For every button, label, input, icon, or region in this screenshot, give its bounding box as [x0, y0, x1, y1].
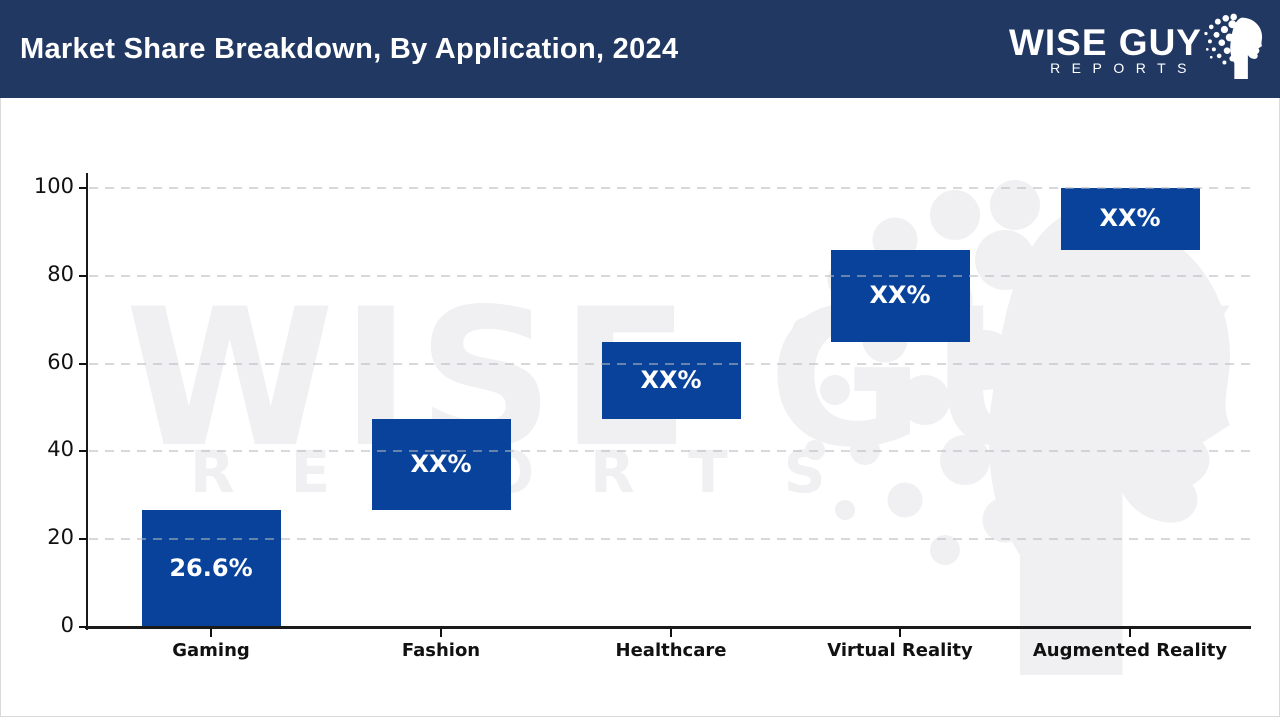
x-axis-line — [85, 626, 1251, 629]
category-label-augmented-reality: Augmented Reality — [1032, 640, 1228, 661]
gridline-20 — [89, 538, 1256, 541]
category-label-virtual-reality: Virtual Reality — [827, 640, 973, 661]
x-tick-mark — [670, 629, 672, 637]
category-label-healthcare: Healthcare — [615, 640, 727, 661]
bar-value-label-augmented-reality: XX% — [1099, 204, 1161, 233]
bar-virtual-reality — [830, 250, 970, 342]
y-tick-label: 80 — [47, 261, 74, 286]
logo-subtext: REPORTS — [1050, 60, 1198, 76]
y-tick-mark — [79, 626, 87, 628]
y-tick-mark — [79, 274, 87, 277]
brand-logo: WISE GUY REPORTS — [1008, 0, 1270, 98]
y-tick-mark — [79, 450, 87, 453]
x-tick-mark — [210, 629, 212, 637]
y-axis-spine — [86, 173, 88, 630]
gridline-40 — [89, 450, 1256, 453]
y-tick-label: 100 — [33, 174, 74, 198]
x-tick-mark — [899, 629, 901, 637]
category-label-gaming: Gaming — [172, 640, 250, 661]
gridline-80 — [89, 274, 1256, 277]
y-tick-mark — [79, 538, 87, 541]
bar-value-label-gaming: 26.6% — [169, 553, 253, 582]
y-tick-label: 60 — [47, 349, 74, 374]
x-tick-mark — [440, 629, 442, 637]
header: Market Share Breakdown, By Application, … — [0, 0, 1280, 98]
bar-gaming — [141, 510, 281, 627]
bar-augmented-reality — [1060, 188, 1200, 251]
bar-value-label-healthcare: XX% — [640, 365, 702, 394]
page-title: Market Share Breakdown, By Application, … — [20, 32, 679, 65]
gridline-60 — [89, 362, 1256, 365]
y-tick-label: 20 — [47, 525, 74, 550]
y-tick-label: 0 — [60, 613, 74, 637]
chart-plot-area: 0 20 40 60 80 100 26.6% Gaming XX% Fashion XX% Heal… — [0, 98, 1280, 720]
logo-head-icon — [1204, 13, 1263, 80]
bar-value-label-fashion: XX% — [410, 449, 472, 478]
x-tick-mark — [1129, 629, 1131, 637]
y-tick-label: 40 — [47, 437, 74, 462]
y-tick-mark — [79, 362, 87, 365]
gridline-100 — [89, 187, 1256, 189]
bar-healthcare — [601, 341, 741, 420]
y-tick-mark — [79, 187, 87, 189]
bar-value-label-virtual-reality: XX% — [869, 280, 931, 309]
bar-fashion — [371, 419, 511, 511]
category-label-fashion: Fashion — [401, 640, 481, 661]
logo-wordmark: WISE GUY — [1008, 22, 1202, 63]
